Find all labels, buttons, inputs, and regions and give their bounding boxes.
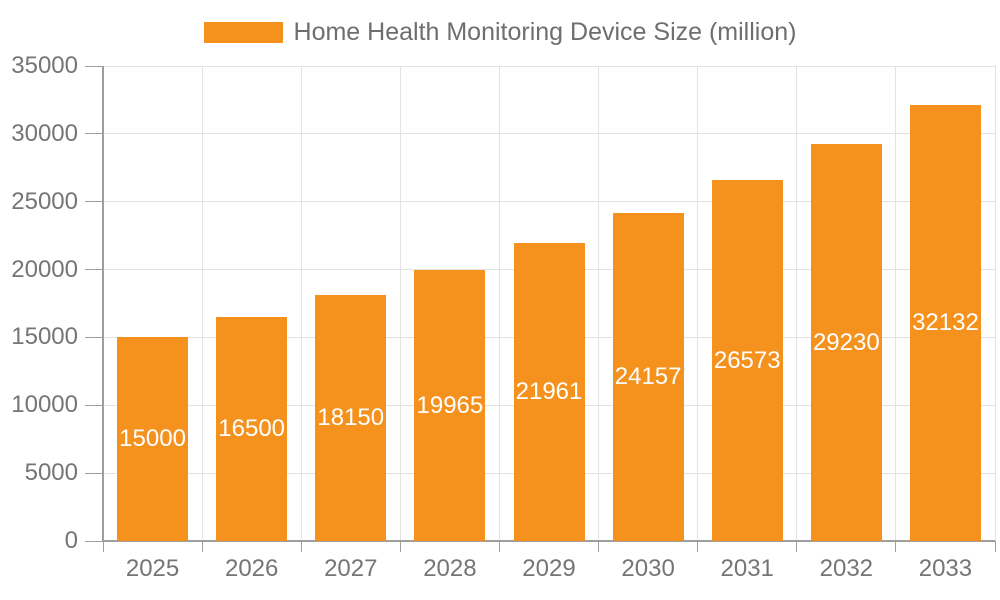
- bar-value-label: 26573: [713, 346, 781, 374]
- x-tick: [201, 541, 203, 552]
- x-gridline: [895, 66, 897, 541]
- y-gridline: [103, 65, 995, 67]
- y-axis-tick-label: 10000: [11, 391, 78, 419]
- x-gridline: [796, 66, 798, 541]
- x-tick: [796, 541, 798, 552]
- x-tick: [498, 541, 500, 552]
- bar-2028: 19965: [414, 270, 486, 541]
- y-tick: [85, 540, 103, 542]
- y-axis-tick-label: 35000: [11, 52, 78, 79]
- y-axis-tick-label: 15000: [11, 323, 78, 351]
- bar-value-label: 15000: [119, 425, 186, 452]
- y-axis-tick-label: 30000: [11, 119, 78, 147]
- x-tick: [895, 541, 897, 552]
- chart-legend: Home Health Monitoring Device Size (mill…: [0, 18, 1000, 46]
- bar-2033: 32132: [909, 105, 981, 541]
- bar-value-label: 21961: [515, 378, 583, 405]
- y-tick: [85, 201, 103, 203]
- y-tick: [85, 336, 103, 338]
- bar-value-label: 29230: [812, 328, 880, 356]
- x-axis-tick-label: 2030: [621, 555, 675, 582]
- x-gridline: [498, 66, 500, 541]
- y-tick: [85, 65, 103, 67]
- x-axis-tick-label: 2029: [522, 555, 576, 582]
- x-gridline: [994, 66, 996, 541]
- x-axis-tick-label: 2027: [324, 555, 378, 582]
- bar-2030: 24157: [612, 213, 684, 541]
- x-axis-tick-label: 2026: [224, 555, 279, 582]
- x-gridline: [300, 66, 302, 541]
- y-axis-tick-label: 5000: [24, 459, 78, 487]
- y-tick: [85, 133, 103, 135]
- bar-value-label: 19965: [416, 391, 484, 419]
- y-axis-tick-label: 0: [64, 527, 78, 554]
- y-axis-tick-label: 25000: [11, 187, 78, 215]
- x-tick: [399, 541, 401, 552]
- x-tick: [598, 541, 600, 552]
- bar-2029: 21961: [513, 243, 585, 541]
- legend-series-label: Home Health Monitoring Device Size (mill…: [293, 18, 797, 46]
- y-tick: [85, 404, 103, 406]
- x-tick: [102, 541, 104, 552]
- bar-2025: 15000: [117, 337, 189, 541]
- bar-value-label: 16500: [218, 415, 286, 442]
- bar-2031: 26573: [711, 180, 783, 541]
- bar-2032: 29230: [810, 144, 882, 541]
- x-axis-tick-label: 2032: [819, 555, 874, 582]
- bar-2026: 16500: [216, 317, 288, 541]
- bar-value-label: 24157: [614, 363, 682, 390]
- x-tick: [300, 541, 302, 552]
- y-gridline: [103, 201, 995, 203]
- x-tick: [994, 541, 996, 552]
- y-axis-tick-label: 20000: [11, 255, 78, 283]
- y-axis-line: [102, 66, 104, 541]
- bar-value-label: 32132: [912, 309, 979, 336]
- x-gridline: [201, 66, 203, 541]
- x-axis-tick-label: 2031: [720, 555, 774, 582]
- y-gridline: [103, 133, 995, 135]
- y-tick: [85, 269, 103, 271]
- plot-area: 0 5000 10000 15000 20000 25000 30000 35000 15000…: [11, 52, 996, 582]
- bar-2027: 18150: [315, 295, 387, 541]
- x-gridline: [399, 66, 401, 541]
- bar-value-label: 18150: [317, 404, 385, 431]
- x-axis-tick-label: 2028: [423, 555, 477, 582]
- x-gridline: [598, 66, 600, 541]
- x-axis-baseline: [103, 540, 995, 542]
- x-gridline: [697, 66, 699, 541]
- x-tick: [697, 541, 699, 552]
- x-axis-tick-label: 2025: [125, 555, 180, 582]
- legend-swatch: [203, 21, 283, 43]
- y-tick: [85, 472, 103, 474]
- x-axis-tick-label: 2033: [918, 555, 973, 582]
